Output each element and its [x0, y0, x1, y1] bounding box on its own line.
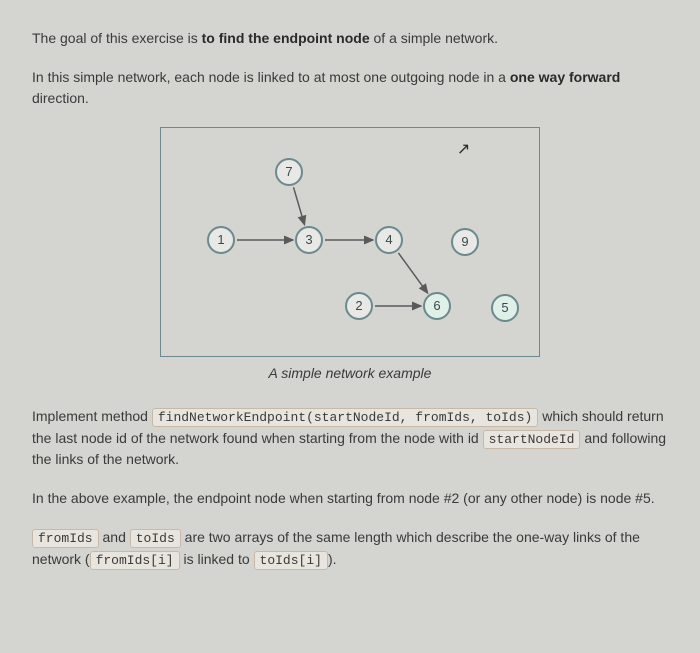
network-diagram: ↖ 1 7 3 4 9 2 6 5 [160, 127, 540, 357]
code-fromids: fromIds [32, 529, 99, 548]
node-5: 5 [491, 294, 519, 322]
cursor-icon: ↖ [457, 138, 470, 162]
code-signature: findNetworkEndpoint(startNodeId, fromIds… [152, 408, 538, 427]
node-6: 6 [423, 292, 451, 320]
impl-p3: Implement method findNetworkEndpoint(sta… [32, 406, 668, 470]
intro-p1: The goal of this exercise is to find the… [32, 28, 668, 49]
code-fi: fromIds[i] [90, 551, 180, 570]
code-startnodeid: startNodeId [483, 430, 581, 449]
node-2: 2 [345, 292, 373, 320]
p5-b: and [99, 529, 130, 545]
edge-7-3 [294, 187, 305, 224]
intro-p2: In this simple network, each node is lin… [32, 67, 668, 109]
impl-p4: In the above example, the endpoint node … [32, 488, 668, 509]
edge-4-6 [398, 253, 427, 293]
node-7: 7 [275, 158, 303, 186]
p2-c: direction. [32, 90, 89, 106]
diagram-caption: A simple network example [32, 363, 668, 384]
p2-b: one way forward [510, 69, 620, 85]
p1-a: The goal of this exercise is [32, 30, 202, 46]
node-1: 1 [207, 226, 235, 254]
p2-a: In this simple network, each node is lin… [32, 69, 510, 85]
impl-p5: fromIds and toIds are two arrays of the … [32, 527, 668, 570]
p5-e: ). [328, 551, 337, 567]
node-9: 9 [451, 228, 479, 256]
code-toids: toIds [130, 529, 181, 548]
p1-c: of a simple network. [370, 30, 498, 46]
p5-d: is linked to [180, 551, 254, 567]
node-3: 3 [295, 226, 323, 254]
p1-b: to find the endpoint node [202, 30, 370, 46]
node-4: 4 [375, 226, 403, 254]
p3-a: Implement method [32, 408, 152, 424]
code-ti: toIds[i] [254, 551, 328, 570]
